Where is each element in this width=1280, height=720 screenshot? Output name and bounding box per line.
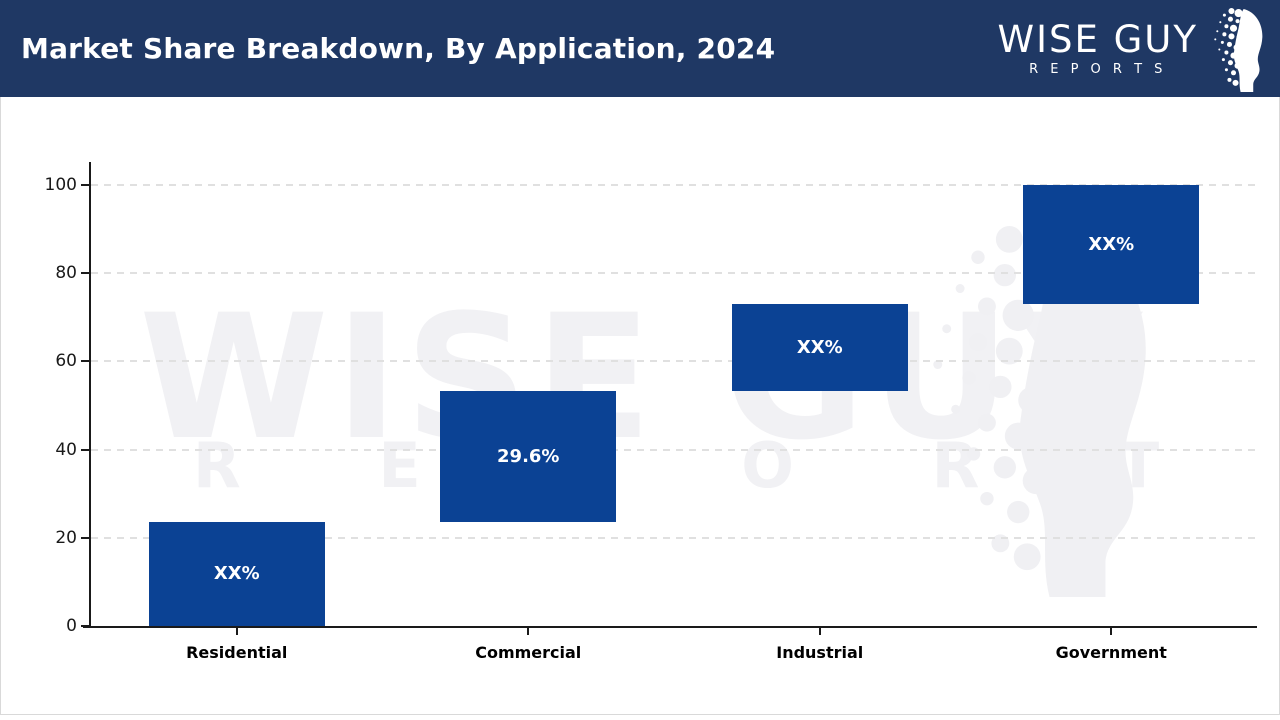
y-tick-label: 80	[55, 263, 77, 284]
x-tick	[527, 628, 530, 635]
bar-value-label: 29.6%	[497, 446, 560, 468]
bar-residential: XX%	[148, 521, 325, 626]
gridline	[91, 184, 1257, 186]
bar-industrial: XX%	[731, 304, 908, 392]
bar-commercial: 29.6%	[440, 391, 617, 522]
y-tick-label: 40	[55, 439, 77, 460]
y-tick	[81, 184, 90, 186]
y-tick	[81, 536, 90, 539]
gridline	[91, 448, 1257, 451]
y-tick	[81, 360, 90, 363]
bar-government: XX%	[1023, 185, 1200, 305]
bar-value-label: XX%	[1088, 234, 1135, 256]
category-label: Industrial	[776, 643, 864, 662]
bar-value-label: XX%	[796, 337, 843, 359]
y-tick	[81, 448, 90, 451]
category-label: Commercial	[475, 643, 582, 662]
watermark-face-icon	[861, 217, 1171, 598]
bar-value-label: XX%	[213, 563, 260, 585]
y-tick-label: 100	[44, 175, 77, 195]
y-tick	[81, 272, 90, 275]
wiseguy-face-icon	[1200, 6, 1266, 92]
chart-title: Market Share Breakdown, By Application, …	[21, 32, 776, 65]
category-label: Government	[1055, 643, 1167, 662]
category-label: Residential	[186, 643, 288, 662]
plot-area: 0 20 40 60 80 100 Residential Commercial Industr…	[45, 162, 1257, 662]
logo-text: WISE GUY R E P O R T S	[997, 18, 1198, 77]
x-tick	[818, 628, 821, 635]
header: Market Share Breakdown, By Application, …	[0, 0, 1280, 97]
chart-area: WISE GUY R E P O R T S 0 20 40 60 80 100 Resid…	[0, 97, 1280, 715]
y-tick-label: 60	[55, 351, 77, 372]
y-tick-label: 20	[55, 527, 77, 548]
wiseguy-logo: WISE GUY R E P O R T S	[998, 5, 1266, 93]
x-axis-line	[83, 626, 1257, 628]
x-tick	[1110, 628, 1113, 635]
logo-wordmark: WISE GUY	[997, 18, 1198, 62]
gridline	[91, 360, 1257, 363]
watermark: WISE GUY R E P O R T S	[1, 97, 1280, 715]
gridline	[91, 272, 1257, 275]
logo-subtitle: R E P O R T S	[1029, 61, 1167, 77]
y-tick-label: 0	[66, 616, 77, 636]
y-axis-line	[89, 162, 91, 628]
bottom-divider	[1, 714, 1280, 715]
gridline	[91, 536, 1257, 539]
x-tick	[235, 628, 238, 635]
